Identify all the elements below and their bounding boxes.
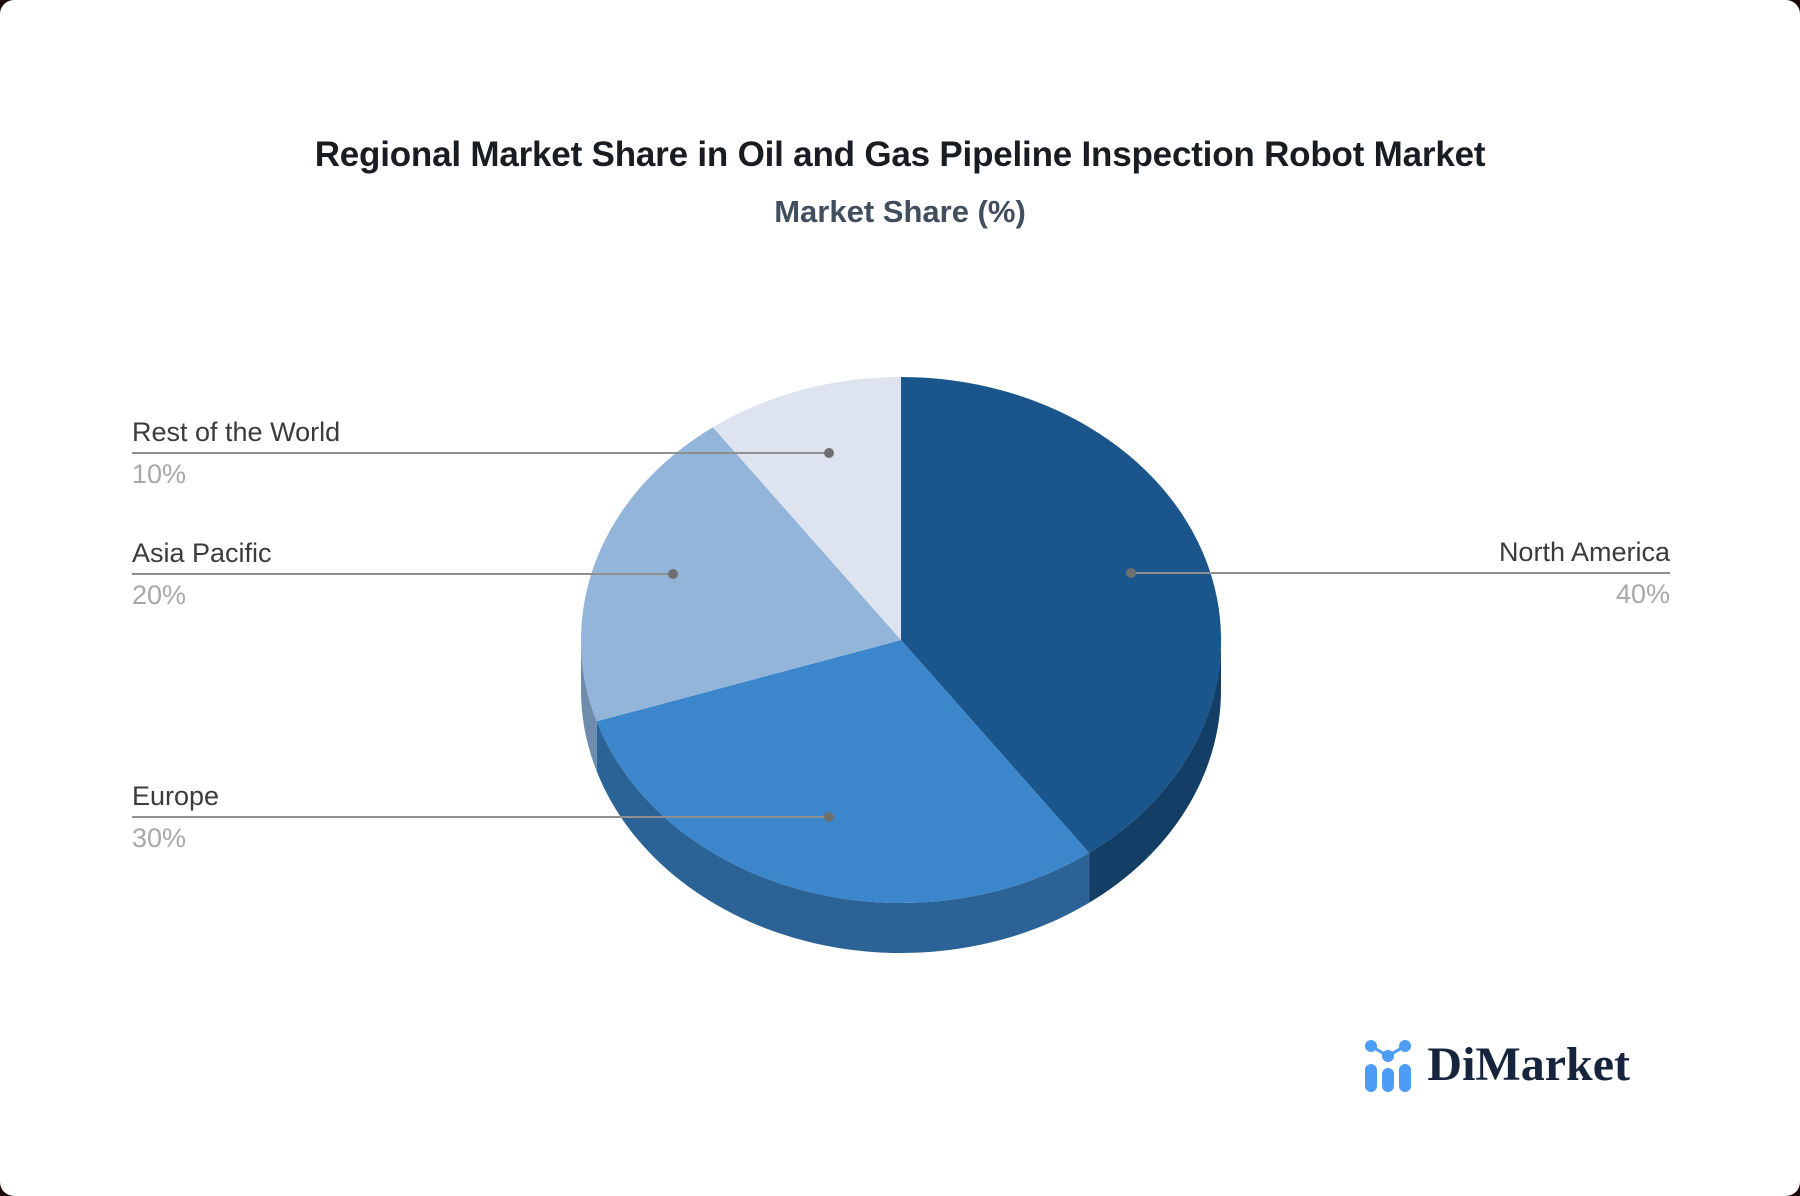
pie-wall-europe bbox=[596, 721, 1090, 954]
chart-subtitle: Market Share (%) bbox=[774, 194, 1026, 229]
callout-value: 40% bbox=[1615, 579, 1670, 609]
callout-label: North America bbox=[1498, 537, 1670, 567]
chart-title: Regional Market Share in Oil and Gas Pip… bbox=[314, 135, 1486, 174]
callout-label: Rest of the World bbox=[132, 417, 341, 447]
callout-label: Europe bbox=[132, 781, 220, 811]
pie-wall-asia-pacific bbox=[581, 640, 597, 772]
leader-dot-asia-pacific bbox=[668, 569, 678, 579]
callout-europe: Europe 30% bbox=[132, 780, 219, 854]
pie-wall-north-america bbox=[1089, 640, 1222, 903]
callout-rest-of-the-world: Rest of the World 10% bbox=[132, 416, 340, 490]
pie-slice-asia-pacific[interactable] bbox=[581, 427, 901, 722]
leader-dot-north-america bbox=[1126, 568, 1136, 578]
callout-value: 20% bbox=[132, 580, 187, 610]
callout-north-america: North America 40% bbox=[1499, 536, 1670, 610]
callout-value: 10% bbox=[132, 459, 187, 489]
dimarket-logo-icon bbox=[1365, 1040, 1412, 1092]
dimarket-logo: DiMarket bbox=[1363, 1036, 1630, 1094]
leader-dot-rest-of-the-world bbox=[824, 448, 834, 458]
pie-slice-north-america[interactable] bbox=[901, 377, 1222, 853]
leader-dot-europe bbox=[824, 812, 834, 822]
pie-slice-rest-of-the-world[interactable] bbox=[712, 377, 901, 640]
callout-label: Asia Pacific bbox=[132, 538, 272, 568]
dimarket-logo-text: DiMarket bbox=[1427, 1038, 1630, 1091]
pie-slice-europe[interactable] bbox=[596, 640, 1090, 904]
callout-value: 30% bbox=[132, 823, 187, 853]
callout-asia-pacific: Asia Pacific 20% bbox=[132, 537, 272, 611]
